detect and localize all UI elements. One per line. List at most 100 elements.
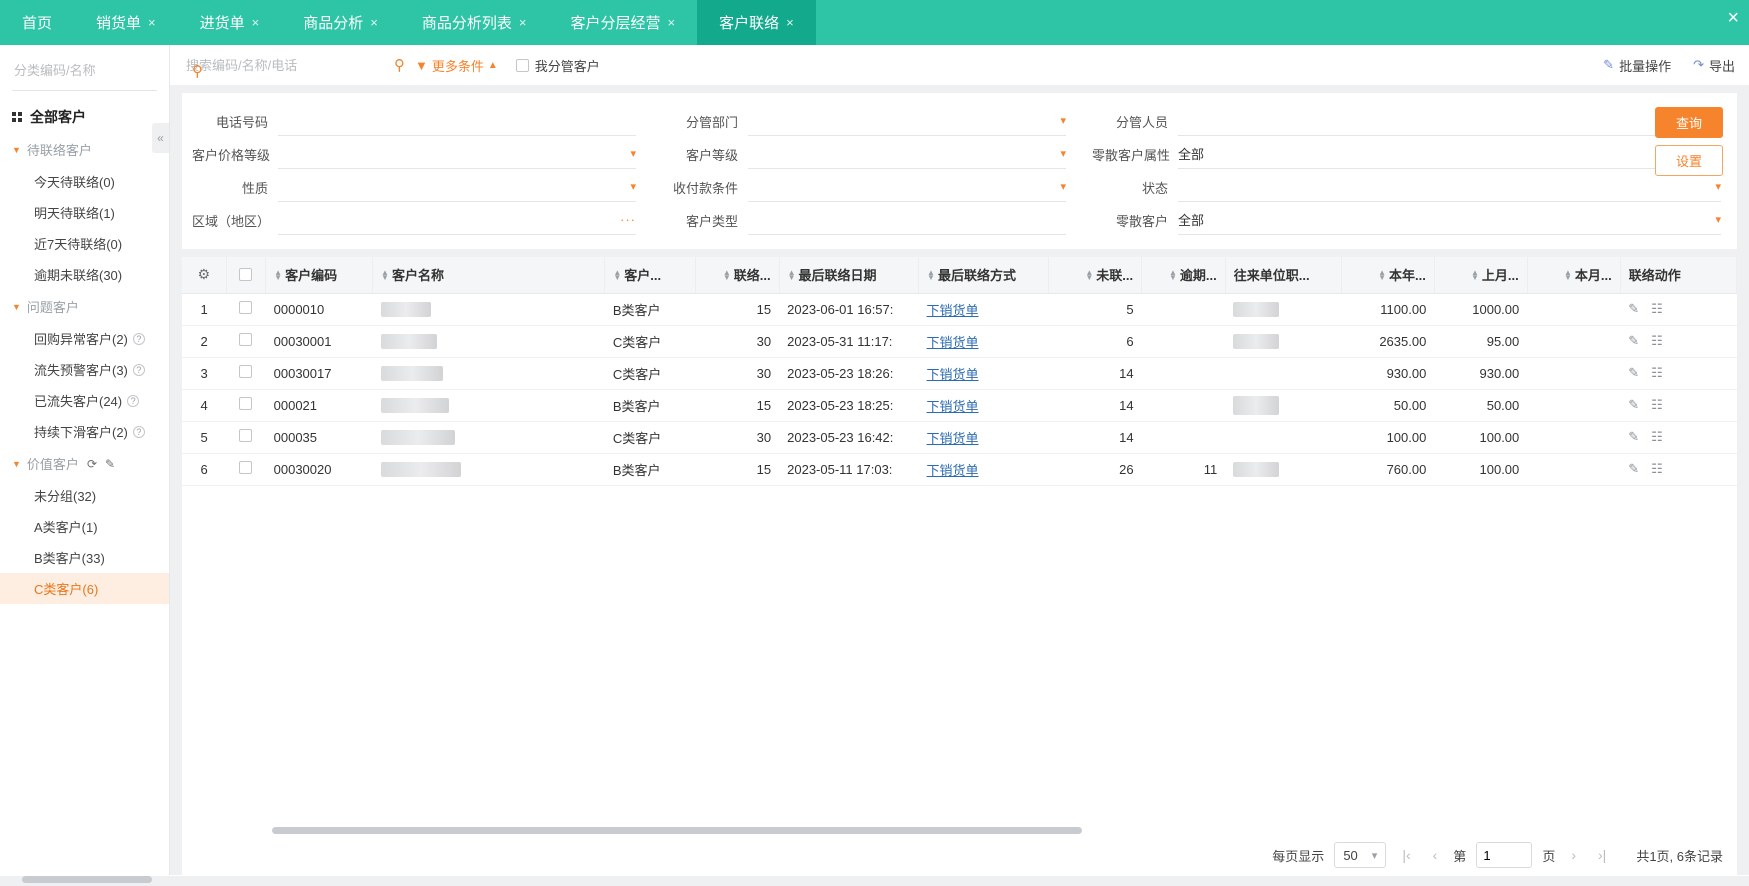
chevron-down-icon[interactable]: ▾	[1060, 148, 1066, 160]
settings-button[interactable]: 设置	[1654, 145, 1723, 176]
next-page-button[interactable]: ›	[1571, 847, 1576, 863]
tab-2[interactable]: 进货单 ×	[178, 0, 282, 45]
tab-close-icon[interactable]: ×	[518, 15, 527, 30]
more-conditions-button[interactable]: ▼ 更多条件 ▲	[415, 56, 498, 75]
row-actions[interactable]: ✎ ☷	[1620, 293, 1737, 326]
column-header-2[interactable]: ▲ ▼ 客户...	[604, 257, 696, 294]
filter-control[interactable]: ▾	[278, 176, 636, 202]
batch-action-button[interactable]: ✎ 批量操作	[1603, 56, 1671, 75]
filter-control[interactable]: ▾	[1178, 176, 1721, 202]
checkbox-icon[interactable]	[239, 333, 253, 346]
row-checkbox[interactable]	[226, 293, 266, 326]
table-row[interactable]: 5 000035 C类客户 30 2023-05-23 16:42: 下销货单 14 100…	[182, 421, 1737, 454]
filter-control[interactable]: ▾	[748, 176, 1066, 202]
sidebar-item-2-1[interactable]: A类客户(1)	[0, 511, 169, 542]
contact-icon[interactable]: ✎	[1628, 429, 1640, 444]
sidebar-item-2-0[interactable]: 未分组(32)	[0, 480, 169, 511]
row-actions[interactable]: ✎ ☷	[1620, 389, 1737, 422]
my-customers-checkbox[interactable]: 我分管客户	[515, 56, 600, 75]
contact-icon[interactable]: ✎	[1628, 333, 1640, 348]
qr-icon[interactable]: ☷	[1651, 301, 1663, 316]
last-contact-method[interactable]: 下销货单	[918, 293, 1049, 326]
sort-icon[interactable]: ▲ ▼	[927, 267, 935, 282]
select-all-header[interactable]	[226, 257, 267, 294]
sidebar-item-2-3[interactable]: C类客户(6)	[0, 573, 169, 604]
checkbox-icon[interactable]	[239, 365, 253, 378]
column-header-8[interactable]: 往来单位职...	[1225, 257, 1342, 294]
filter-control[interactable]: 全部▾	[1178, 143, 1721, 169]
category-search-input[interactable]	[12, 62, 192, 79]
filter-control[interactable]	[748, 209, 1066, 235]
query-button[interactable]: 查询	[1654, 107, 1723, 138]
filter-field-2-2[interactable]: 状态 ▾	[1082, 169, 1737, 202]
column-header-3[interactable]: ▲ ▼ 联络...	[695, 257, 780, 294]
filter-field-3-0[interactable]: 区域（地区） ···	[182, 202, 652, 235]
help-icon[interactable]: ?	[132, 425, 145, 438]
filter-field-0-2[interactable]: 分管人员 ···	[1082, 103, 1737, 136]
contact-icon[interactable]: ✎	[1628, 365, 1640, 380]
first-page-button[interactable]: |‹	[1402, 847, 1411, 863]
filter-field-3-1[interactable]: 客户类型	[652, 202, 1082, 235]
keyword-search[interactable]	[184, 56, 384, 74]
sidebar-collapse-button[interactable]: «	[152, 123, 169, 153]
sidebar-group-1[interactable]: ▼ 问题客户	[0, 290, 169, 323]
chevron-down-icon[interactable]: ▾	[1715, 214, 1721, 226]
sidebar-item-1-2[interactable]: 已流失客户(24)?	[0, 385, 169, 416]
checkbox-icon[interactable]	[239, 461, 253, 474]
export-button[interactable]: ↷ 导出	[1693, 56, 1735, 75]
column-header-0[interactable]: ▲ ▼ 客户编码	[265, 257, 374, 294]
last-contact-method[interactable]: 下销货单	[918, 421, 1049, 454]
sort-icon[interactable]: ▲ ▼	[1168, 267, 1177, 282]
row-checkbox[interactable]	[226, 325, 266, 358]
table-row[interactable]: 3 00030017 C类客户 30 2023-05-23 18:26: 下销货单 14 9…	[182, 357, 1737, 390]
sidebar-group-0[interactable]: ▼ 待联络客户	[0, 133, 169, 166]
help-icon[interactable]: ?	[127, 394, 140, 407]
checkbox-icon[interactable]	[239, 301, 253, 314]
column-header-5[interactable]: ▲ ▼ 最后联络方式	[918, 257, 1050, 294]
tab-close-icon[interactable]: ×	[370, 15, 378, 30]
contact-icon[interactable]: ✎	[1628, 397, 1640, 412]
gear-icon[interactable]: ⚙	[197, 266, 211, 283]
more-options-icon[interactable]: ···	[620, 212, 636, 227]
create-sales-order-link[interactable]: 下销货单	[926, 334, 979, 350]
filter-control[interactable]: ▾	[278, 143, 636, 169]
qr-icon[interactable]: ☷	[1651, 333, 1663, 348]
qr-icon[interactable]: ☷	[1651, 397, 1663, 412]
sidebar-item-0-2[interactable]: 近7天待联络(0)	[0, 228, 169, 259]
row-checkbox[interactable]	[226, 453, 266, 486]
sidebar-item-2-2[interactable]: B类客户(33)	[0, 542, 169, 573]
sidebar-item-1-3[interactable]: 持续下滑客户(2)?	[0, 416, 169, 447]
sidebar-item-0-3[interactable]: 逾期未联络(30)	[0, 259, 169, 290]
row-checkbox[interactable]	[226, 421, 266, 454]
row-actions[interactable]: ✎ ☷	[1620, 453, 1737, 486]
column-settings-header[interactable]: ⚙	[182, 257, 227, 294]
sidebar-item-0-0[interactable]: 今天待联络(0)	[0, 166, 169, 197]
create-sales-order-link[interactable]: 下销货单	[926, 430, 979, 446]
sort-icon[interactable]: ▲ ▼	[381, 267, 389, 282]
refresh-icon[interactable]: ⟳	[86, 456, 97, 471]
filter-control[interactable]: ▾	[748, 110, 1066, 136]
tab-0[interactable]: 首页	[0, 0, 74, 45]
chevron-down-icon[interactable]: ▾	[1060, 181, 1066, 193]
search-icon[interactable]: ⚲	[394, 57, 405, 74]
contact-icon[interactable]: ✎	[1628, 301, 1640, 316]
filter-control[interactable]: 全部▾	[1178, 209, 1721, 235]
checkbox-icon[interactable]	[239, 268, 253, 282]
sort-icon[interactable]: ▲ ▼	[274, 267, 283, 282]
checkbox-icon[interactable]	[515, 58, 529, 72]
last-contact-method[interactable]: 下销货单	[918, 325, 1049, 358]
sidebar-item-0-1[interactable]: 明天待联络(1)	[0, 197, 169, 228]
edit-icon[interactable]: ✎	[105, 456, 116, 471]
filter-field-0-1[interactable]: 分管部门 ▾	[652, 103, 1082, 136]
row-actions[interactable]: ✎ ☷	[1620, 357, 1737, 390]
qr-icon[interactable]: ☷	[1651, 365, 1663, 380]
tab-close-icon[interactable]: ×	[786, 15, 794, 30]
create-sales-order-link[interactable]: 下销货单	[926, 302, 979, 318]
filter-field-1-1[interactable]: 客户等级 ▾	[652, 136, 1082, 169]
search-icon[interactable]: ⚲	[192, 62, 203, 80]
create-sales-order-link[interactable]: 下销货单	[926, 398, 979, 414]
